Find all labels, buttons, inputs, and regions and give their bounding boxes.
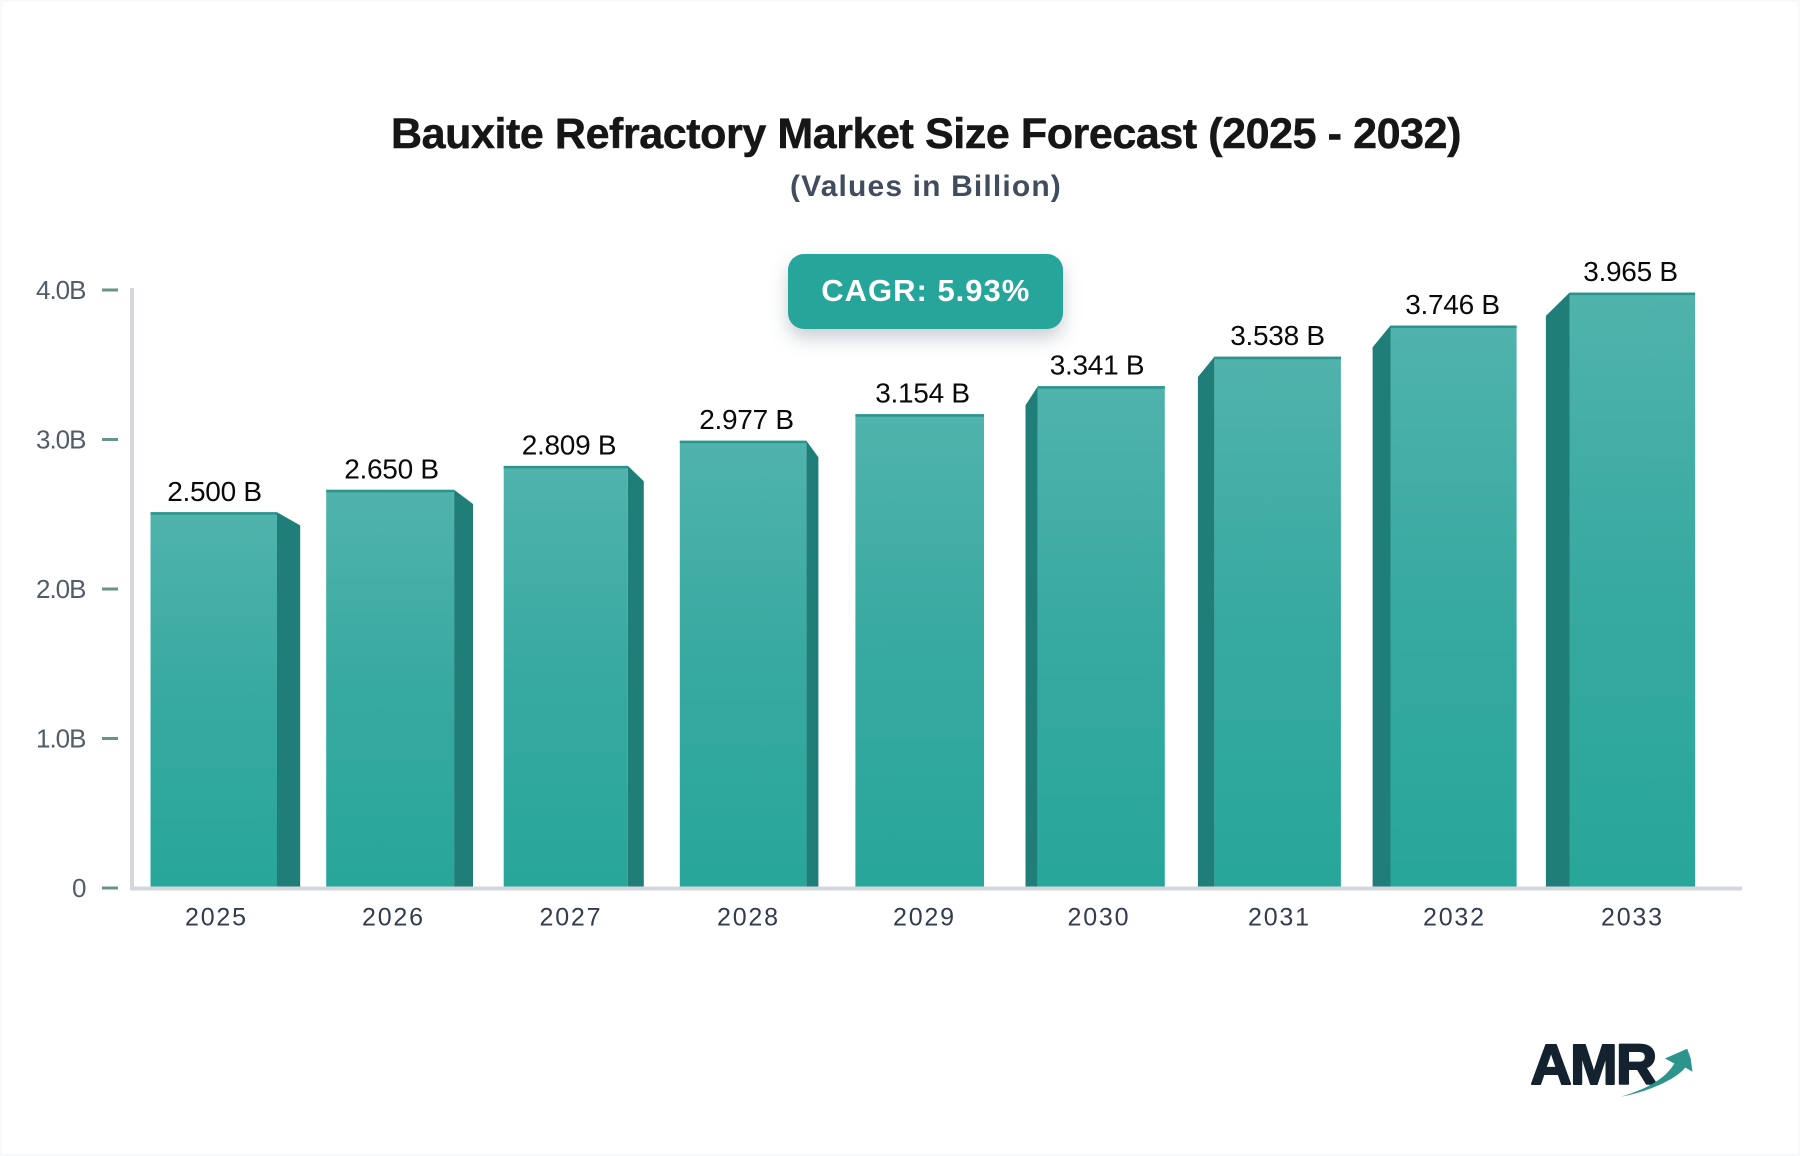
svg-text:3.0B: 3.0B [36, 425, 86, 455]
svg-text:(Values in Billion): (Values in Billion) [790, 170, 1062, 203]
svg-text:3.154 B: 3.154 B [875, 378, 969, 409]
svg-text:2030: 2030 [1067, 904, 1130, 932]
svg-text:3.965 B: 3.965 B [1583, 256, 1677, 287]
svg-text:0: 0 [72, 873, 86, 903]
svg-text:2.650 B: 2.650 B [344, 453, 438, 484]
svg-text:2.977 B: 2.977 B [699, 404, 793, 435]
svg-text:2028: 2028 [717, 904, 780, 932]
svg-text:2.500 B: 2.500 B [167, 476, 261, 507]
svg-text:AMR: AMR [1531, 1033, 1656, 1097]
svg-text:2026: 2026 [362, 904, 425, 932]
svg-text:2029: 2029 [893, 904, 956, 932]
svg-text:3.746 B: 3.746 B [1405, 289, 1499, 320]
svg-text:2025: 2025 [185, 904, 248, 932]
svg-text:3.538 B: 3.538 B [1230, 320, 1324, 351]
svg-text:2.809 B: 2.809 B [522, 429, 616, 460]
svg-text:2.0B: 2.0B [36, 574, 86, 604]
svg-text:2027: 2027 [539, 904, 602, 932]
svg-text:1.0B: 1.0B [36, 724, 86, 754]
svg-text:Bauxite Refractory Market Size: Bauxite Refractory Market Size Forecast … [391, 110, 1461, 158]
svg-text:2032: 2032 [1423, 904, 1486, 932]
svg-text:2033: 2033 [1601, 904, 1664, 932]
svg-text:CAGR: 5.93%: CAGR: 5.93% [821, 273, 1030, 308]
svg-text:3.341 B: 3.341 B [1050, 350, 1144, 381]
svg-text:2031: 2031 [1248, 904, 1311, 932]
svg-text:4.0B: 4.0B [36, 275, 86, 305]
